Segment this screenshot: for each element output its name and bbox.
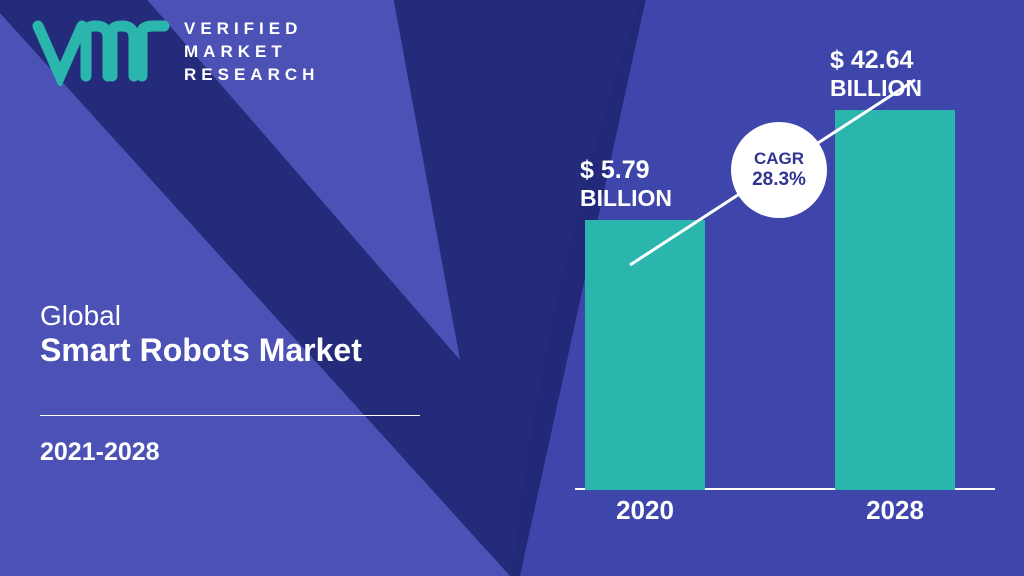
brand-name: VERIFIED MARKET RESEARCH	[184, 18, 319, 87]
headline-line1: Global	[40, 300, 420, 332]
cagr-badge: CAGR 28.3%	[731, 122, 827, 218]
bar-year-2028: 2028	[835, 495, 955, 526]
bar-2028	[835, 110, 955, 490]
bar-value-2020: $ 5.79	[580, 156, 720, 185]
bar-unit-2028: BILLION	[830, 75, 970, 102]
bar-year-2020: 2020	[585, 495, 705, 526]
brand-text-line3: RESEARCH	[184, 64, 319, 87]
bar-label-2028: $ 42.64 BILLION	[830, 46, 970, 102]
cagr-value: 28.3%	[752, 169, 806, 191]
headline-years: 2021-2028	[40, 438, 420, 467]
bar-label-2020: $ 5.79 BILLION	[580, 156, 720, 212]
vmr-logo-icon	[30, 18, 170, 86]
bar-chart: $ 5.79 BILLION 2020 $ 42.64 BILLION 2028…	[555, 0, 995, 520]
bar-unit-2020: BILLION	[580, 185, 720, 212]
bar-value-2028: $ 42.64	[830, 46, 970, 75]
cagr-label: CAGR	[754, 149, 804, 169]
headline-divider	[40, 415, 420, 416]
brand-text-line1: VERIFIED	[184, 18, 319, 41]
headline-block: Global Smart Robots Market 2021-2028	[40, 300, 420, 467]
headline-line2: Smart Robots Market	[40, 332, 420, 369]
brand-text-line2: MARKET	[184, 41, 319, 64]
bar-2020	[585, 220, 705, 490]
brand-logo: VERIFIED MARKET RESEARCH	[30, 18, 319, 87]
